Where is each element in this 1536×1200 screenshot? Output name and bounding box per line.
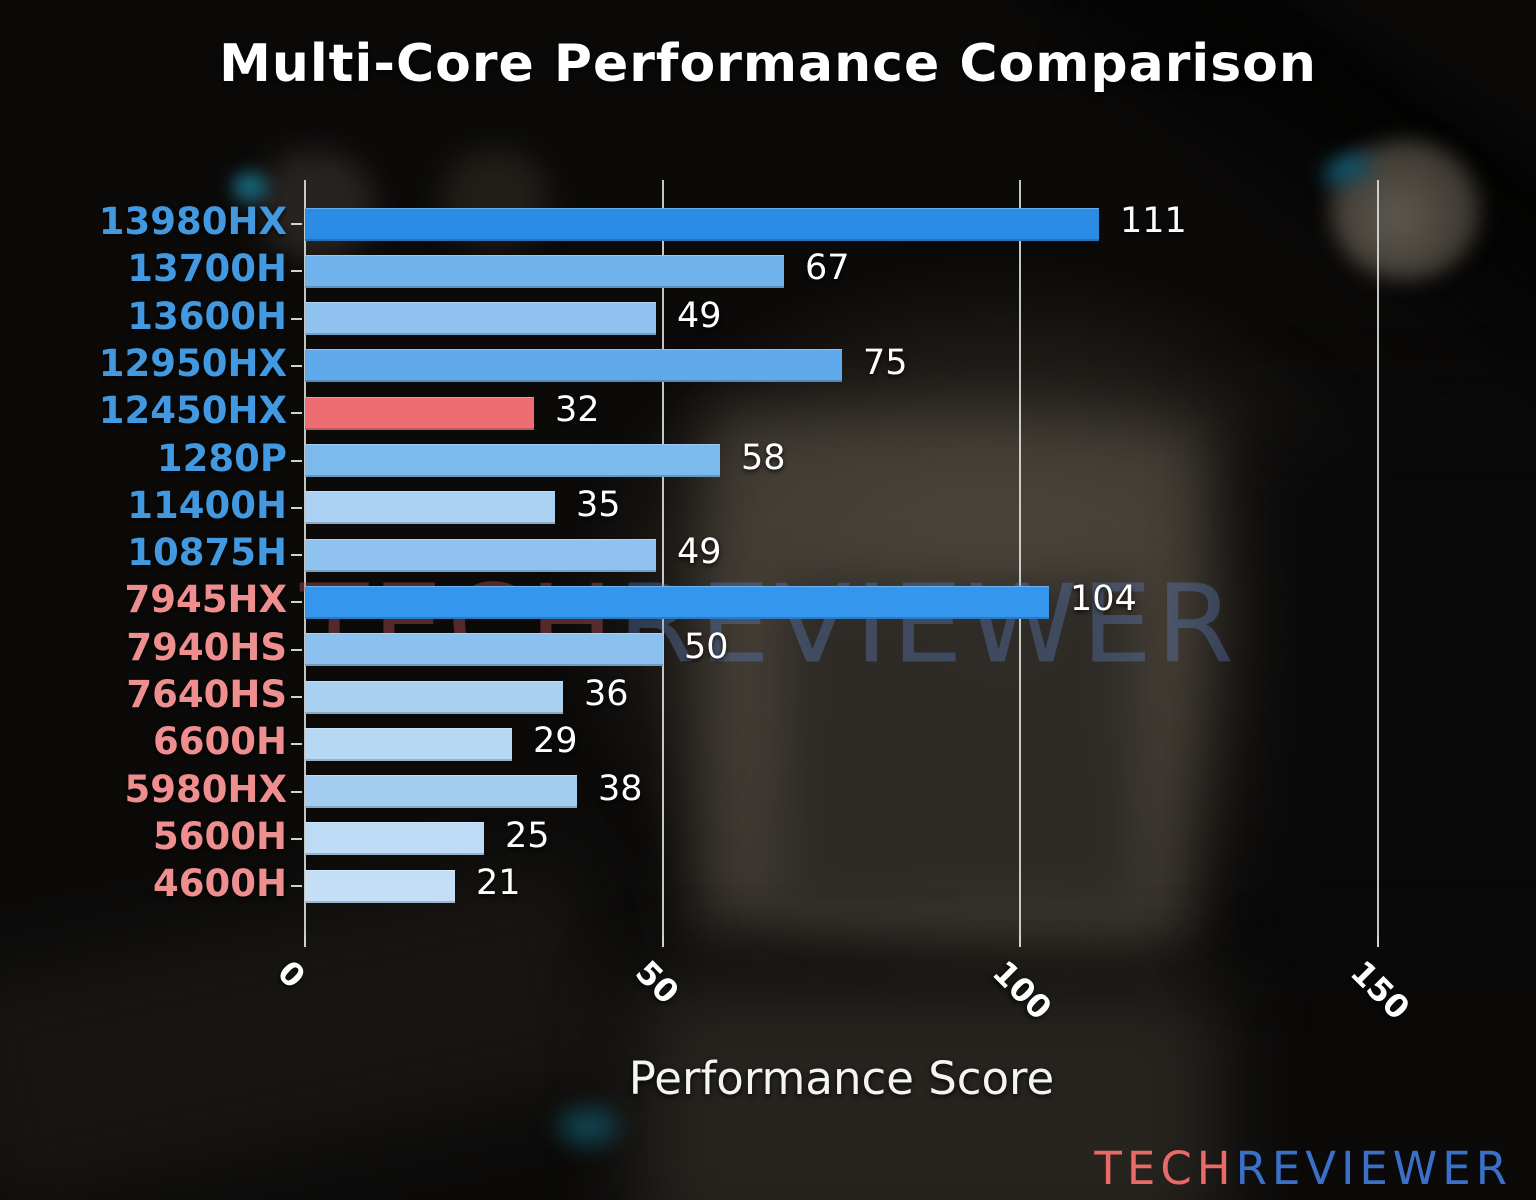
- y-tick-mark: [291, 885, 302, 888]
- category-label-13600H: 13600H: [127, 294, 287, 338]
- category-label-12950HX: 12950HX: [98, 341, 287, 385]
- bar-5600H: [305, 822, 484, 856]
- background-blob: [640, 980, 1220, 1200]
- x-tick-mark-0: [304, 935, 306, 947]
- bar-4600H: [305, 869, 455, 903]
- y-tick-mark: [291, 317, 302, 320]
- bar-7940HS: [305, 633, 663, 667]
- y-tick-mark: [291, 412, 302, 415]
- x-tick-mark-100: [1019, 935, 1022, 947]
- teal-highlight-blur: [558, 1106, 620, 1144]
- y-tick-mark: [291, 270, 302, 273]
- x-axis-label: Performance Score: [628, 1052, 1055, 1105]
- category-label-5600H: 5600H: [153, 814, 287, 858]
- bar-13700H: [305, 254, 784, 288]
- bar-11400H: [305, 491, 555, 525]
- bar-6600H: [305, 727, 512, 761]
- category-label-1280P: 1280P: [156, 436, 287, 480]
- y-tick-mark: [291, 506, 302, 509]
- category-label-11400H: 11400H: [127, 483, 287, 527]
- y-tick-mark: [291, 223, 302, 225]
- y-tick-mark: [291, 743, 302, 746]
- category-label-13980HX: 13980HX: [98, 200, 287, 243]
- category-label-7640HS: 7640HS: [126, 673, 287, 716]
- category-label-6600H: 6600H: [153, 720, 287, 764]
- value-label-7640HS: 36: [584, 674, 629, 714]
- bar-1280P: [305, 444, 720, 477]
- bar-10875H: [305, 538, 656, 572]
- value-label-13980HX: 111: [1120, 201, 1187, 241]
- category-label-7945HX: 7945HX: [124, 578, 287, 622]
- x-tick-label-150: 150: [1343, 953, 1418, 1028]
- y-tick-mark: [291, 837, 302, 840]
- teal-highlight-blur: [232, 172, 268, 202]
- category-label-13700H: 13700H: [127, 247, 287, 291]
- value-label-12450HX: 32: [555, 390, 600, 431]
- bar-13600H: [305, 302, 656, 336]
- category-label-7940HS: 7940HS: [126, 625, 287, 669]
- watermark: TECHREVIEWER: [300, 563, 1238, 688]
- value-label-7940HS: 50: [684, 626, 729, 667]
- category-label-5980HX: 5980HX: [124, 767, 287, 811]
- value-label-11400H: 35: [576, 484, 621, 525]
- category-label-12450HX: 12450HX: [98, 389, 287, 433]
- value-label-1280P: 58: [741, 437, 786, 478]
- y-tick-mark: [291, 601, 302, 604]
- bar-12450HX: [305, 396, 534, 430]
- value-label-6600H: 29: [533, 721, 578, 762]
- y-tick-mark: [291, 364, 302, 367]
- y-tick-mark: [291, 459, 302, 462]
- x-tick-mark-50: [661, 935, 664, 947]
- value-label-4600H: 21: [476, 863, 521, 904]
- y-tick-mark: [291, 790, 302, 793]
- value-label-5600H: 25: [505, 815, 550, 856]
- bar-12950HX: [305, 349, 842, 383]
- bar-5980HX: [305, 775, 577, 809]
- y-tick-mark: [291, 648, 302, 651]
- gridline-150: [1377, 180, 1379, 935]
- y-tick-mark: [291, 554, 302, 557]
- bar-13980HX: [305, 207, 1099, 241]
- gridline-100: [1019, 180, 1022, 935]
- watermark-reviewer: REVIEWER: [617, 562, 1238, 688]
- value-label-10875H: 49: [677, 532, 722, 573]
- value-label-13700H: 67: [805, 248, 850, 289]
- gridline-50: [661, 180, 664, 935]
- value-label-7945HX: 104: [1070, 579, 1137, 620]
- logo-reviewer: REVIEWER: [1235, 1142, 1512, 1195]
- bar-7640HS: [305, 680, 563, 714]
- value-label-12950HX: 75: [863, 342, 908, 383]
- value-label-5980HX: 38: [598, 768, 643, 809]
- bar-7945HX: [305, 585, 1049, 619]
- background-streak: [0, 855, 617, 1200]
- category-label-10875H: 10875H: [127, 531, 287, 575]
- techreviewer-logo: TECHREVIEWER: [1094, 1142, 1512, 1195]
- x-tick-mark-150: [1377, 935, 1379, 947]
- watermark-tech: TECH: [300, 562, 618, 688]
- category-label-4600H: 4600H: [153, 862, 287, 906]
- capacitor-blur: [255, 150, 375, 260]
- value-label-13600H: 49: [677, 295, 722, 336]
- y-tick-mark: [291, 696, 302, 698]
- background-blob: [1240, 420, 1536, 940]
- cpu-inner-blur-shape: [780, 580, 1140, 910]
- chart-title: Multi-Core Performance Comparison: [219, 34, 1317, 94]
- logo-tech: TECH: [1094, 1142, 1236, 1195]
